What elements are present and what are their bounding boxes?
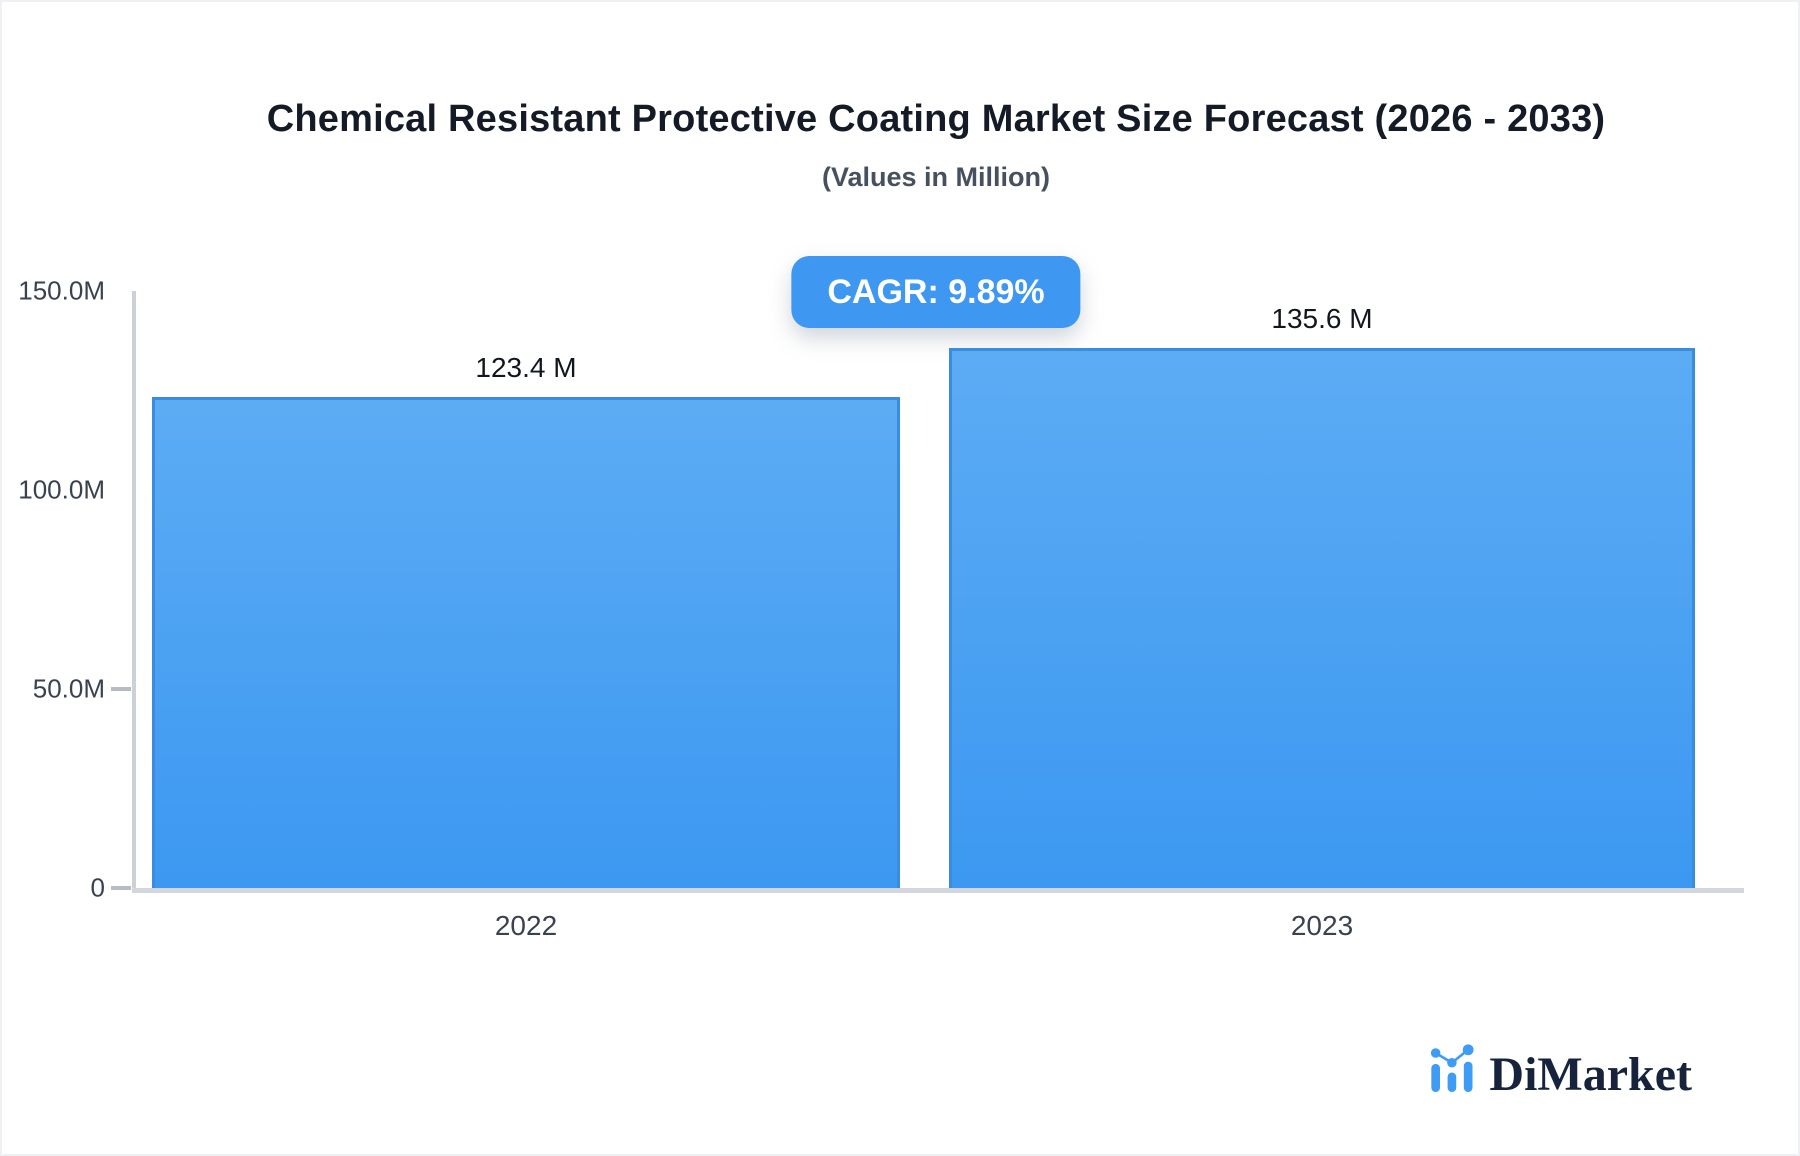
logo-text: DiMarket [1489, 1048, 1692, 1101]
bar-chart-with-dots-icon [1431, 1040, 1475, 1097]
bar-2023 [949, 348, 1695, 888]
y-axis-tick-mark [111, 687, 131, 691]
y-axis-tick-label: 150.0M [18, 275, 105, 306]
cagr-badge: CAGR: 9.89% [791, 256, 1081, 328]
chart-subtitle: (Values in Million) [821, 162, 1051, 192]
bar-value-label: 135.6 M [1271, 303, 1373, 335]
y-axis-tick-label: 0 [90, 872, 105, 903]
chart-header: Chemical Resistant Protective Coating Ma… [74, 2, 1798, 342]
x-axis-line [132, 888, 1744, 893]
y-axis-tick-label: 100.0M [18, 474, 105, 505]
y-axis-line [132, 291, 136, 892]
bar-value-label: 123.4 M [475, 351, 577, 383]
dimarket-logo: DiMarket [1431, 1040, 1692, 1099]
bar-2022 [152, 396, 900, 888]
x-axis-category-label: 2022 [494, 910, 558, 941]
x-axis-category-label: 2023 [1290, 910, 1354, 941]
y-axis-tick-mark [111, 886, 131, 890]
y-axis-tick-label: 50.0M [32, 673, 105, 704]
chart-title: Chemical Resistant Protective Coating Ma… [266, 98, 1606, 140]
